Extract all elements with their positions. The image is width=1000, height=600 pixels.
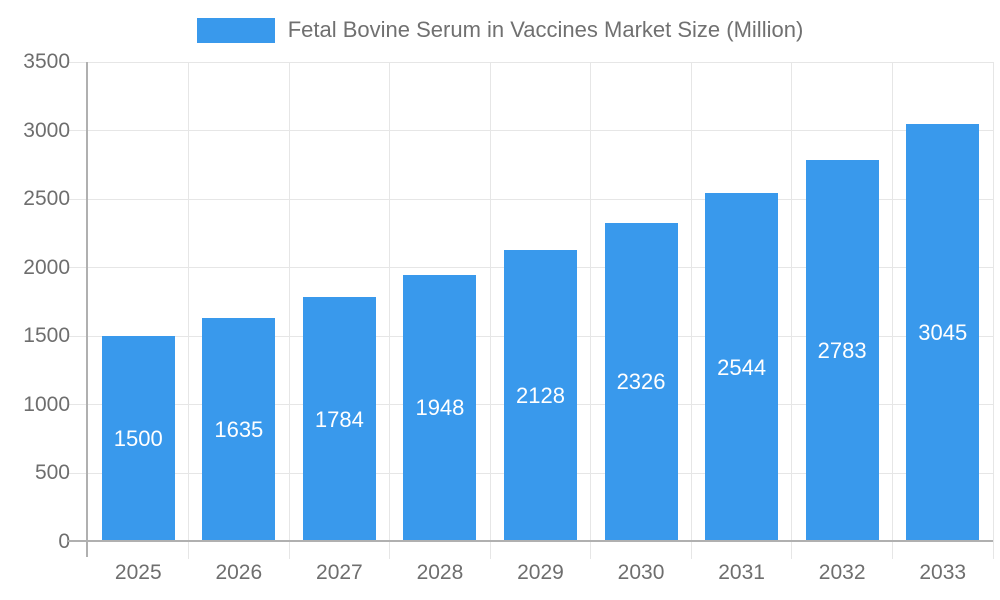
category-gridline bbox=[489, 62, 491, 559]
x-axis-tick-label: 2028 bbox=[416, 561, 464, 584]
y-axis-tick-label: 1000 bbox=[23, 392, 70, 416]
bar-value-label: 2783 bbox=[817, 338, 867, 364]
x-axis-tick-label: 2032 bbox=[818, 561, 866, 584]
x-axis-tick-label: 2030 bbox=[617, 561, 665, 584]
category-gridline bbox=[891, 62, 893, 559]
category-gridline bbox=[590, 62, 592, 559]
bar-value-label: 3045 bbox=[918, 320, 968, 346]
y-axis-line bbox=[86, 62, 88, 557]
category-gridline bbox=[791, 62, 793, 559]
bar-value-label: 1784 bbox=[314, 406, 364, 432]
category-gridline bbox=[389, 62, 391, 559]
x-axis-tick-label: 2027 bbox=[316, 561, 363, 584]
bar[interactable]: 1500 bbox=[101, 336, 175, 542]
bar[interactable]: 2544 bbox=[705, 193, 779, 542]
bar[interactable]: 1784 bbox=[302, 297, 376, 542]
bar-value-label: 1948 bbox=[415, 395, 465, 421]
x-axis-tick-label: 2029 bbox=[517, 561, 564, 584]
bar[interactable]: 2326 bbox=[604, 223, 678, 542]
bar-value-label: 2128 bbox=[516, 383, 565, 409]
y-axis-tick-label: 2500 bbox=[23, 187, 70, 211]
y-axis-tick-label: 2000 bbox=[23, 255, 70, 279]
legend-swatch bbox=[196, 17, 275, 43]
category-gridline bbox=[288, 62, 290, 559]
y-axis-tick-label: 0 bbox=[58, 530, 70, 553]
bar[interactable]: 3045 bbox=[906, 124, 980, 542]
x-axis-tick-label: 2033 bbox=[919, 561, 967, 584]
bar[interactable]: 2128 bbox=[504, 250, 577, 542]
y-axis-tick-label: 1500 bbox=[23, 324, 70, 348]
bar-value-label: 1500 bbox=[113, 426, 163, 452]
y-axis-tick-label: 3500 bbox=[23, 50, 70, 73]
x-axis-line bbox=[68, 540, 993, 542]
legend-label: Fetal Bovine Serum in Vaccines Market Si… bbox=[287, 17, 804, 42]
x-axis-tick-label: 2026 bbox=[215, 561, 263, 584]
y-gridline bbox=[68, 130, 993, 132]
bar-value-label: 1635 bbox=[214, 416, 264, 442]
category-gridline bbox=[690, 62, 692, 559]
y-gridline bbox=[68, 198, 993, 200]
category-gridline bbox=[992, 62, 994, 559]
bar[interactable]: 1948 bbox=[403, 274, 477, 542]
bar[interactable]: 2783 bbox=[805, 160, 879, 542]
y-axis-tick-label: 3000 bbox=[23, 118, 70, 142]
legend-item[interactable]: Fetal Bovine Serum in Vaccines Market Si… bbox=[0, 17, 1000, 43]
bar-value-label: 2326 bbox=[616, 369, 666, 395]
bar[interactable]: 1635 bbox=[202, 317, 276, 542]
x-axis-tick-label: 2031 bbox=[718, 561, 765, 584]
y-gridline bbox=[68, 61, 993, 63]
x-axis-tick-label: 2025 bbox=[114, 561, 162, 584]
y-axis-tick-label: 500 bbox=[34, 461, 70, 485]
category-gridline bbox=[188, 62, 190, 559]
bar-value-label: 2544 bbox=[717, 354, 767, 380]
